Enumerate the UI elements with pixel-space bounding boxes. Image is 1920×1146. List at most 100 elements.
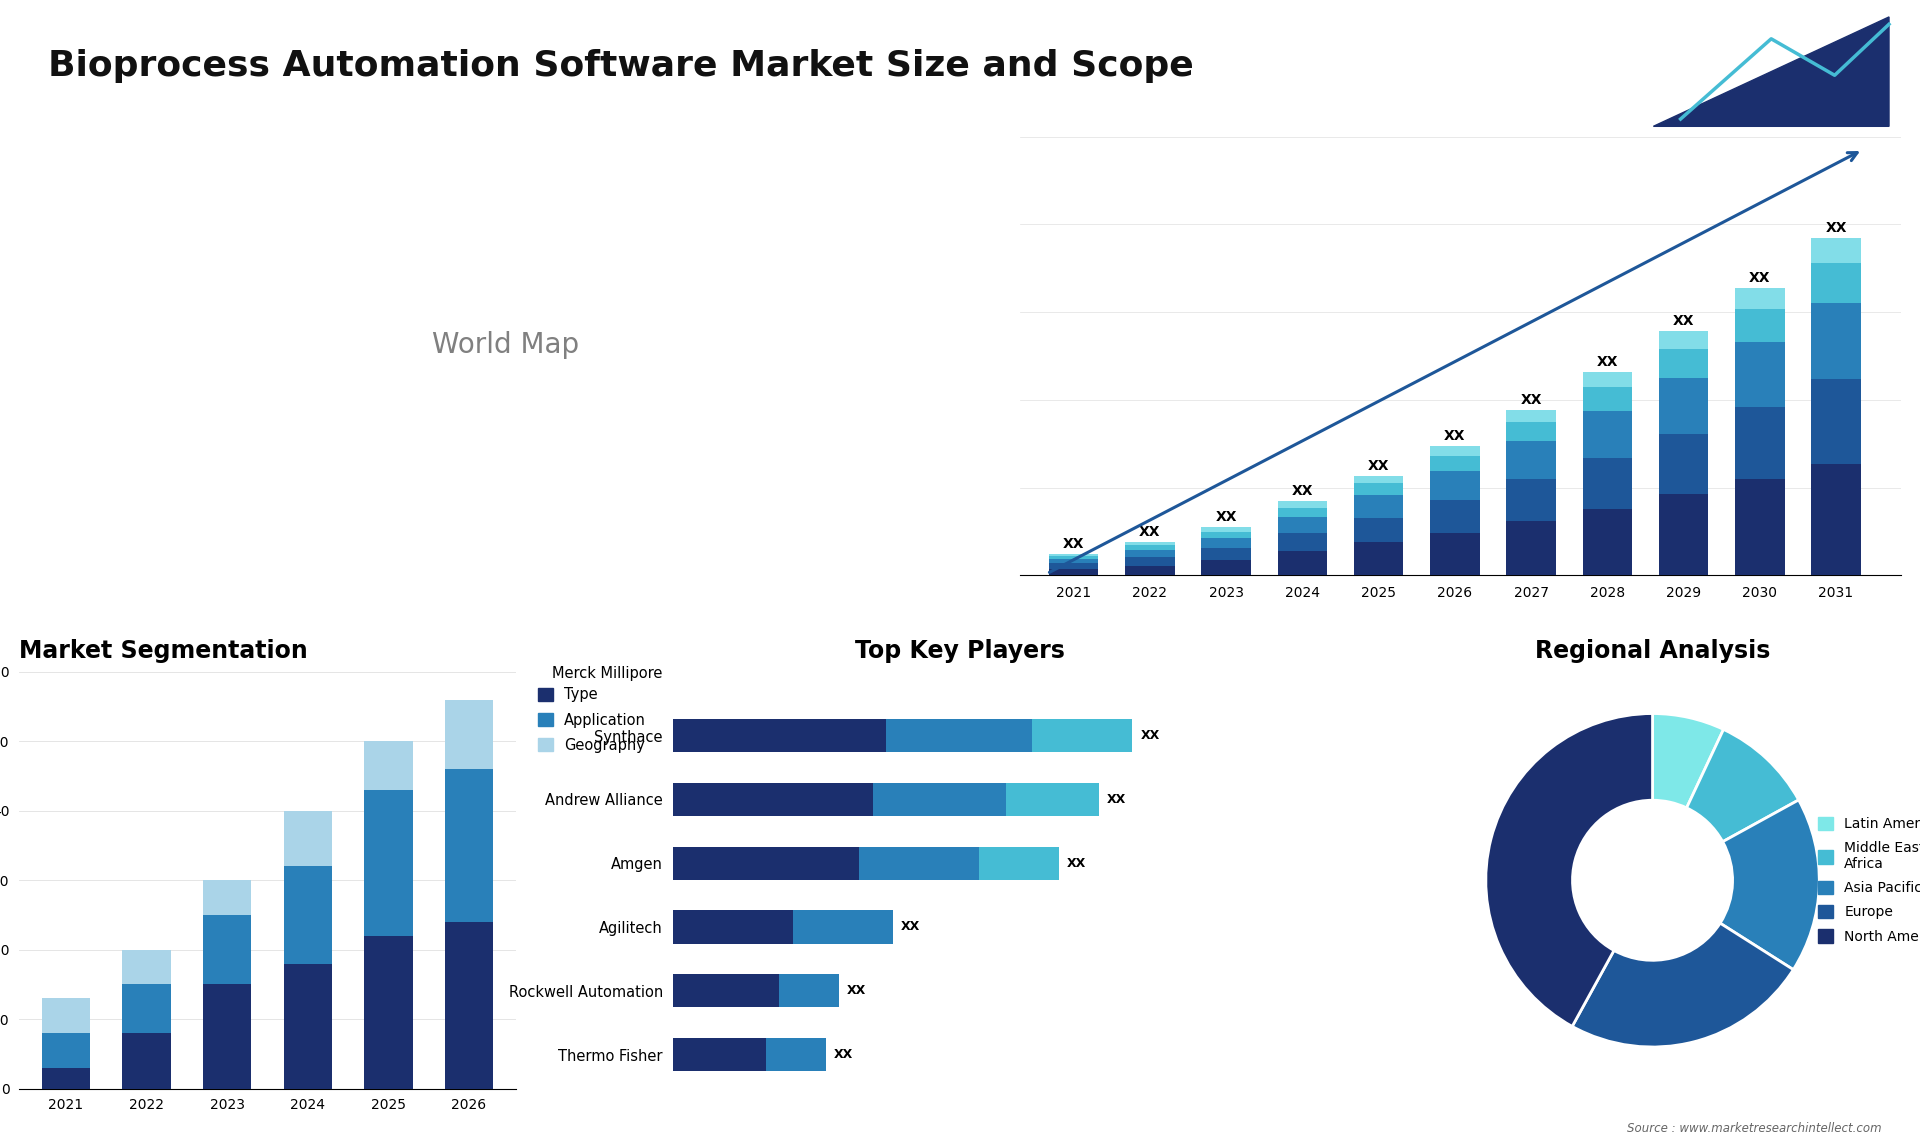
Bar (1582, 387, 1632, 411)
Legend: Type, Application, Geography: Type, Application, Geography (538, 688, 645, 753)
Bar (672, 847, 858, 880)
Bar (672, 719, 1033, 752)
Bar (284, 866, 332, 964)
Bar (1507, 441, 1555, 479)
Bar (1354, 495, 1404, 518)
Bar (672, 1038, 826, 1072)
Bar (204, 984, 252, 1089)
Text: XX: XX (1444, 429, 1465, 442)
Bar (42, 1068, 90, 1089)
Bar (1125, 542, 1175, 545)
Bar (672, 783, 872, 816)
Bar (204, 915, 252, 984)
Bar (1811, 264, 1860, 303)
Bar (672, 783, 1006, 816)
Bar (1430, 456, 1480, 471)
Bar (445, 700, 493, 769)
Wedge shape (1720, 800, 1820, 970)
Bar (1354, 476, 1404, 484)
Text: XX: XX (1068, 857, 1087, 870)
Bar (123, 984, 171, 1034)
Bar (284, 811, 332, 866)
Bar (1048, 556, 1098, 559)
Text: XX: XX (900, 920, 920, 934)
Bar (1811, 464, 1860, 575)
Bar (1582, 411, 1632, 457)
Bar (1354, 484, 1404, 495)
Bar (1277, 508, 1327, 517)
Wedge shape (1486, 714, 1653, 1027)
Bar (1048, 559, 1098, 564)
Bar (365, 741, 413, 790)
Bar (1659, 331, 1709, 350)
Bar (1125, 550, 1175, 557)
Bar (1202, 548, 1250, 560)
Bar (1430, 446, 1480, 456)
Bar (1582, 372, 1632, 387)
Bar (672, 974, 839, 1007)
Bar (204, 880, 252, 915)
Text: XX: XX (1826, 221, 1847, 235)
Text: Source : www.marketresearchintellect.com: Source : www.marketresearchintellect.com (1626, 1122, 1882, 1136)
Text: XX: XX (1108, 793, 1127, 806)
Bar (1507, 409, 1555, 422)
Bar (1736, 288, 1784, 308)
Bar (672, 974, 780, 1007)
Bar (42, 1034, 90, 1068)
Title: Top Key Players: Top Key Players (854, 639, 1066, 664)
Bar (1048, 570, 1098, 575)
Bar (42, 998, 90, 1034)
Bar (672, 910, 793, 943)
Bar (123, 1034, 171, 1089)
Text: XX: XX (1672, 314, 1693, 328)
Text: XX: XX (1064, 537, 1085, 551)
Bar (1811, 303, 1860, 379)
Bar (1736, 407, 1784, 479)
Text: XX: XX (1597, 355, 1619, 369)
Bar (672, 719, 885, 752)
Wedge shape (1653, 714, 1724, 808)
Text: XX: XX (1521, 393, 1542, 407)
Text: XX: XX (1292, 485, 1313, 499)
Bar (1048, 555, 1098, 556)
Bar (123, 950, 171, 984)
Bar (1277, 551, 1327, 575)
Title: Regional Analysis: Regional Analysis (1534, 639, 1770, 664)
Bar (1659, 350, 1709, 378)
Bar (672, 910, 893, 943)
Bar (1507, 521, 1555, 575)
Bar (1125, 545, 1175, 550)
Bar (1354, 542, 1404, 575)
Wedge shape (1572, 924, 1793, 1047)
Bar (672, 719, 1133, 752)
Text: XX: XX (1215, 510, 1236, 524)
Bar (1736, 308, 1784, 342)
Bar (672, 910, 893, 943)
Bar (1202, 560, 1250, 575)
Text: XX: XX (1749, 270, 1770, 284)
Bar (1277, 533, 1327, 551)
Bar (1811, 238, 1860, 264)
Bar (365, 936, 413, 1089)
Bar (1659, 494, 1709, 575)
Bar (1582, 509, 1632, 575)
Bar (1125, 557, 1175, 566)
Bar (284, 964, 332, 1089)
Bar (1507, 422, 1555, 441)
Bar (672, 783, 1098, 816)
Text: XX: XX (1139, 525, 1160, 539)
Bar (1354, 518, 1404, 542)
Bar (1048, 564, 1098, 570)
Bar (365, 790, 413, 936)
Text: XX: XX (833, 1047, 852, 1061)
Bar (1736, 342, 1784, 407)
Legend: Latin America, Middle East &
Africa, Asia Pacific, Europe, North America: Latin America, Middle East & Africa, Asi… (1818, 817, 1920, 943)
Bar (1659, 378, 1709, 433)
Bar (672, 974, 839, 1007)
Bar (1430, 500, 1480, 533)
Bar (672, 1038, 826, 1072)
Bar (1507, 479, 1555, 521)
Bar (1202, 537, 1250, 548)
Text: World Map: World Map (432, 331, 580, 359)
Bar (672, 1038, 766, 1072)
